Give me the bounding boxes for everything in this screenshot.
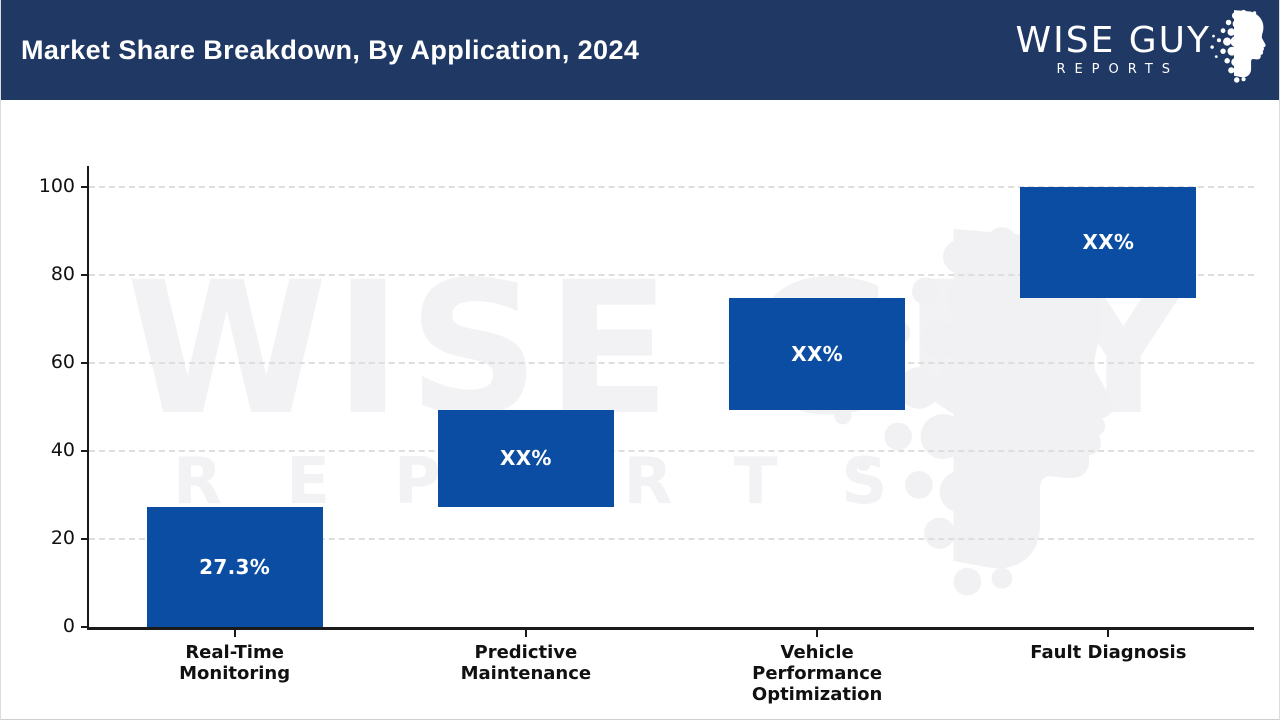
x-tick	[1107, 629, 1110, 637]
gridline	[89, 186, 1254, 188]
y-tick	[81, 362, 89, 364]
y-tick-label: 20	[50, 527, 75, 549]
x-tick	[524, 629, 527, 637]
x-category-label: Fault Diagnosis	[1030, 642, 1187, 663]
logo-subtext: REPORTS	[1056, 62, 1180, 77]
logo-head-icon	[1210, 9, 1266, 83]
gridline	[89, 362, 1254, 364]
x-axis	[87, 627, 1254, 630]
bar: XX%	[437, 409, 614, 507]
header: Market Share Breakdown, By Application, …	[1, 0, 1279, 100]
x-category-label: Predictive Maintenance	[460, 642, 592, 685]
y-tick	[81, 626, 89, 628]
bar: XX%	[729, 297, 906, 410]
y-tick-label: 40	[50, 439, 75, 461]
x-tick	[233, 629, 236, 637]
chart-title: Market Share Breakdown, By Application, …	[21, 34, 640, 65]
plot-area: WISE GUY REPORTS 02040608010027.3%XX%XX%…	[1, 100, 1279, 719]
logo-text: WISE GUY REPORTS	[1015, 20, 1212, 78]
y-axis	[87, 166, 89, 629]
x-category-label: Real-Time Monitoring	[179, 642, 291, 685]
y-tick-label: 60	[50, 351, 75, 373]
bar-value-label: XX%	[499, 446, 552, 471]
watermark-head-icon	[834, 227, 1114, 596]
x-category-label: Vehicle Performance Optimization	[751, 642, 883, 706]
bar: XX%	[1020, 187, 1197, 298]
gridline	[89, 538, 1254, 540]
bar-value-label: XX%	[791, 341, 844, 366]
y-tick	[81, 538, 89, 540]
y-tick	[81, 450, 89, 452]
y-tick-label: 0	[62, 615, 75, 637]
logo-wordmark: WISE GUY	[1015, 20, 1211, 61]
y-tick	[81, 274, 89, 276]
y-tick-label: 100	[38, 175, 75, 197]
y-tick-label: 80	[50, 263, 75, 285]
gridline	[89, 450, 1254, 452]
gridline	[89, 274, 1254, 276]
x-tick	[816, 629, 819, 637]
bar-value-label: 27.3%	[199, 554, 271, 579]
y-tick	[81, 186, 89, 188]
wiseguy-logo: WISE GUY REPORTS	[1016, 6, 1276, 95]
bar: 27.3%	[146, 506, 323, 627]
bar-value-label: XX%	[1082, 230, 1135, 255]
